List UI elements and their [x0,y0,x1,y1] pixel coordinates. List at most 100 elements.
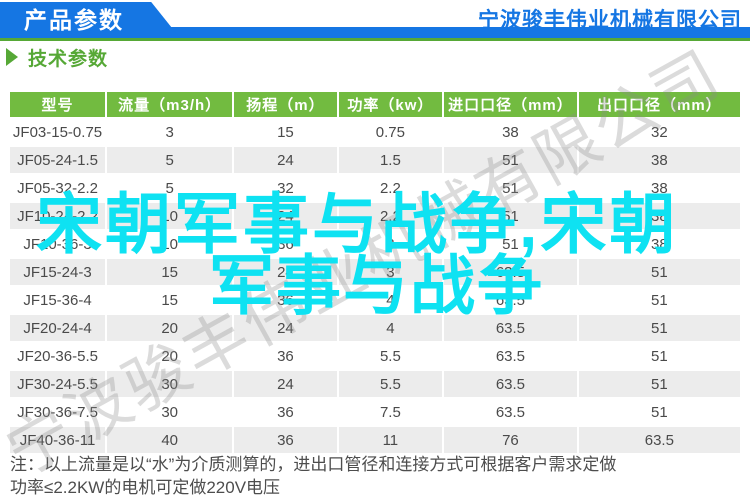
table-cell: 2.2 [338,203,443,229]
column-header-4: 进口口径（mm） [444,92,577,117]
table-cell: 51 [444,175,577,201]
table-cell: 36 [234,343,337,369]
table-cell: 63.5 [444,371,577,397]
table-cell: JF20-24-4 [10,315,106,341]
company-name: 宁波骏丰伟业机械有限公司 [478,9,742,32]
page-title: 产品参数 [0,2,180,38]
column-header-0: 型号 [10,92,106,117]
table-cell: JF15-24-3 [10,259,106,285]
table-row: JF05-32-2.2 5 32 2.2 51 38 [10,175,740,201]
table-cell: JF05-32-2.2 [10,175,106,201]
table-cell: 5 [107,175,233,201]
table-cell: 63.5 [444,315,577,341]
table-cell: 63.5 [444,399,577,425]
table-cell: 63.5 [444,287,577,313]
table-cell: 51 [578,259,740,285]
table-cell: 11 [338,427,443,453]
table-cell: 4 [338,287,443,313]
table-cell: 24 [234,203,337,229]
table-cell: 4 [338,315,443,341]
table-cell: 38 [578,175,740,201]
table-cell: 24 [234,259,337,285]
table-cell: 0.75 [338,119,443,145]
table-cell: 2.2 [338,175,443,201]
triangle-bullet-icon [6,48,18,66]
table-cell: 3 [338,259,443,285]
table-cell: 38 [578,231,740,257]
spec-table: 型号 流量（m3/h） 扬程（m） 功率（kw） 进口口径（mm） 出口口径（mm） JF… [8,90,742,455]
table-cell: 32 [578,119,740,145]
table-row: JF30-36-7.5 30 36 7.5 63.5 51 [10,399,740,425]
table-cell: 36 [234,427,337,453]
table-cell: 38 [578,203,740,229]
footnote-line1: 注：以上流量是以“水”为介质测算的，进出口管径和连接方式可根据客户需求定做 [10,455,617,474]
table-cell: 63.5 [444,343,577,369]
banner-green-underline [0,38,750,41]
table-row: JF03-15-0.75 3 15 0.75 38 32 [10,119,740,145]
table-row: JF15-36-4 15 36 4 63.5 51 [10,287,740,313]
table-row: JF15-24-3 15 24 3 63.5 51 [10,259,740,285]
table-body: JF03-15-0.75 3 15 0.75 38 32 JF05-24-1.5 5 24 1.5… [10,119,740,453]
footnote-line2: 功率≤2.2KW的电机可定做220V电压 [10,478,281,497]
table-cell: 76 [444,427,577,453]
table-row: JF30-24-5.5 30 24 5.5 63.5 51 [10,371,740,397]
table-cell: 51 [578,343,740,369]
table-row: JF40-36-11 40 36 11 76 63.5 [10,427,740,453]
table-cell: 51 [444,203,577,229]
column-header-2: 扬程（m） [234,92,337,117]
table-cell: 51 [578,399,740,425]
table-cell: 24 [234,371,337,397]
column-header-3: 功率（kw） [338,92,443,117]
table-row: JF10-24-2.2 10 24 2.2 51 38 [10,203,740,229]
table-cell: 5 [107,147,233,173]
table-cell: 15 [107,259,233,285]
column-header-1: 流量（m3/h） [107,92,233,117]
table-cell: 7.5 [338,399,443,425]
table-cell: 24 [234,147,337,173]
table-header-row: 型号 流量（m3/h） 扬程（m） 功率（kw） 进口口径（mm） 出口口径（mm） [10,92,740,117]
table-cell: 51 [578,315,740,341]
section-header: 技术参数 [6,45,109,70]
section-title: 技术参数 [28,48,109,70]
table-cell: JF10-36-3 [10,231,106,257]
top-banner: 产品参数 宁波骏丰伟业机械有限公司 [0,0,750,44]
table-cell: 5.5 [338,343,443,369]
table-cell: 36 [234,399,337,425]
table-cell: 51 [578,287,740,313]
table-cell: 32 [234,175,337,201]
table-cell: JF03-15-0.75 [10,119,106,145]
table-row: JF10-36-3 10 36 3 51 38 [10,231,740,257]
table-cell: 30 [107,399,233,425]
table-cell: 15 [234,119,337,145]
table-cell: JF05-24-1.5 [10,147,106,173]
table-cell: 15 [107,287,233,313]
table-cell: JF30-24-5.5 [10,371,106,397]
table-cell: JF10-24-2.2 [10,203,106,229]
column-header-5: 出口口径（mm） [578,92,740,117]
table-cell: 51 [578,371,740,397]
table-cell: JF15-36-4 [10,287,106,313]
table-cell: 10 [107,203,233,229]
table-cell: 36 [234,231,337,257]
table-cell: 3 [338,231,443,257]
table-row: JF05-24-1.5 5 24 1.5 51 38 [10,147,740,173]
table-cell: 20 [107,343,233,369]
table-cell: 20 [107,315,233,341]
table-cell: 10 [107,231,233,257]
table-cell: 30 [107,371,233,397]
table-cell: 5.5 [338,371,443,397]
table-cell: 38 [444,119,577,145]
table-cell: JF20-36-5.5 [10,343,106,369]
table-cell: 51 [444,147,577,173]
table-row: JF20-36-5.5 20 36 5.5 63.5 51 [10,343,740,369]
table-cell: JF30-36-7.5 [10,399,106,425]
table-cell: 40 [107,427,233,453]
footnote: 注：以上流量是以“水”为介质测算的，进出口管径和连接方式可根据客户需求定做 功率… [10,453,740,499]
spec-table-container: 型号 流量（m3/h） 扬程（m） 功率（kw） 进口口径（mm） 出口口径（mm） JF… [8,90,742,455]
table-cell: 36 [234,287,337,313]
table-cell: 3 [107,119,233,145]
banner-blue-bar [0,27,750,38]
table-cell: 63.5 [578,427,740,453]
table-cell: 51 [444,231,577,257]
table-cell: 38 [578,147,740,173]
